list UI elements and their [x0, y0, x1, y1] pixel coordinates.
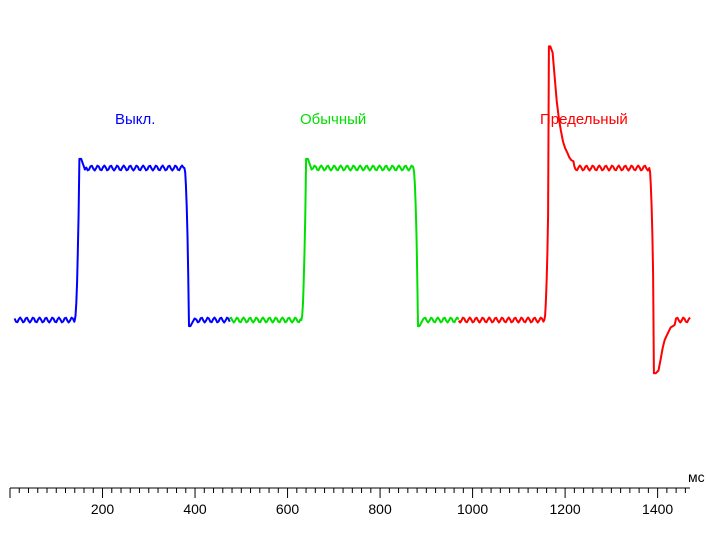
x-tick-label: 400 — [183, 501, 207, 517]
x-tick-label: 1000 — [457, 501, 488, 517]
series-extreme — [459, 46, 690, 373]
series-off — [15, 159, 230, 326]
x-tick-label: 600 — [276, 501, 300, 517]
series-label-extreme: Предельный — [540, 111, 628, 128]
response-time-chart: 200 400 600 800 1000 1200 1400 мс Выкл. Обычный Пр… — [0, 0, 707, 542]
series-normal — [230, 159, 459, 326]
x-axis-unit: мс — [688, 469, 705, 485]
x-tick-label: 800 — [368, 501, 392, 517]
series-label-off: Выкл. — [115, 111, 155, 128]
x-tick-label: 1400 — [642, 501, 673, 517]
x-tick-label: 1200 — [550, 501, 581, 517]
series-label-normal: Обычный — [300, 111, 366, 128]
x-tick-label: 200 — [91, 501, 115, 517]
